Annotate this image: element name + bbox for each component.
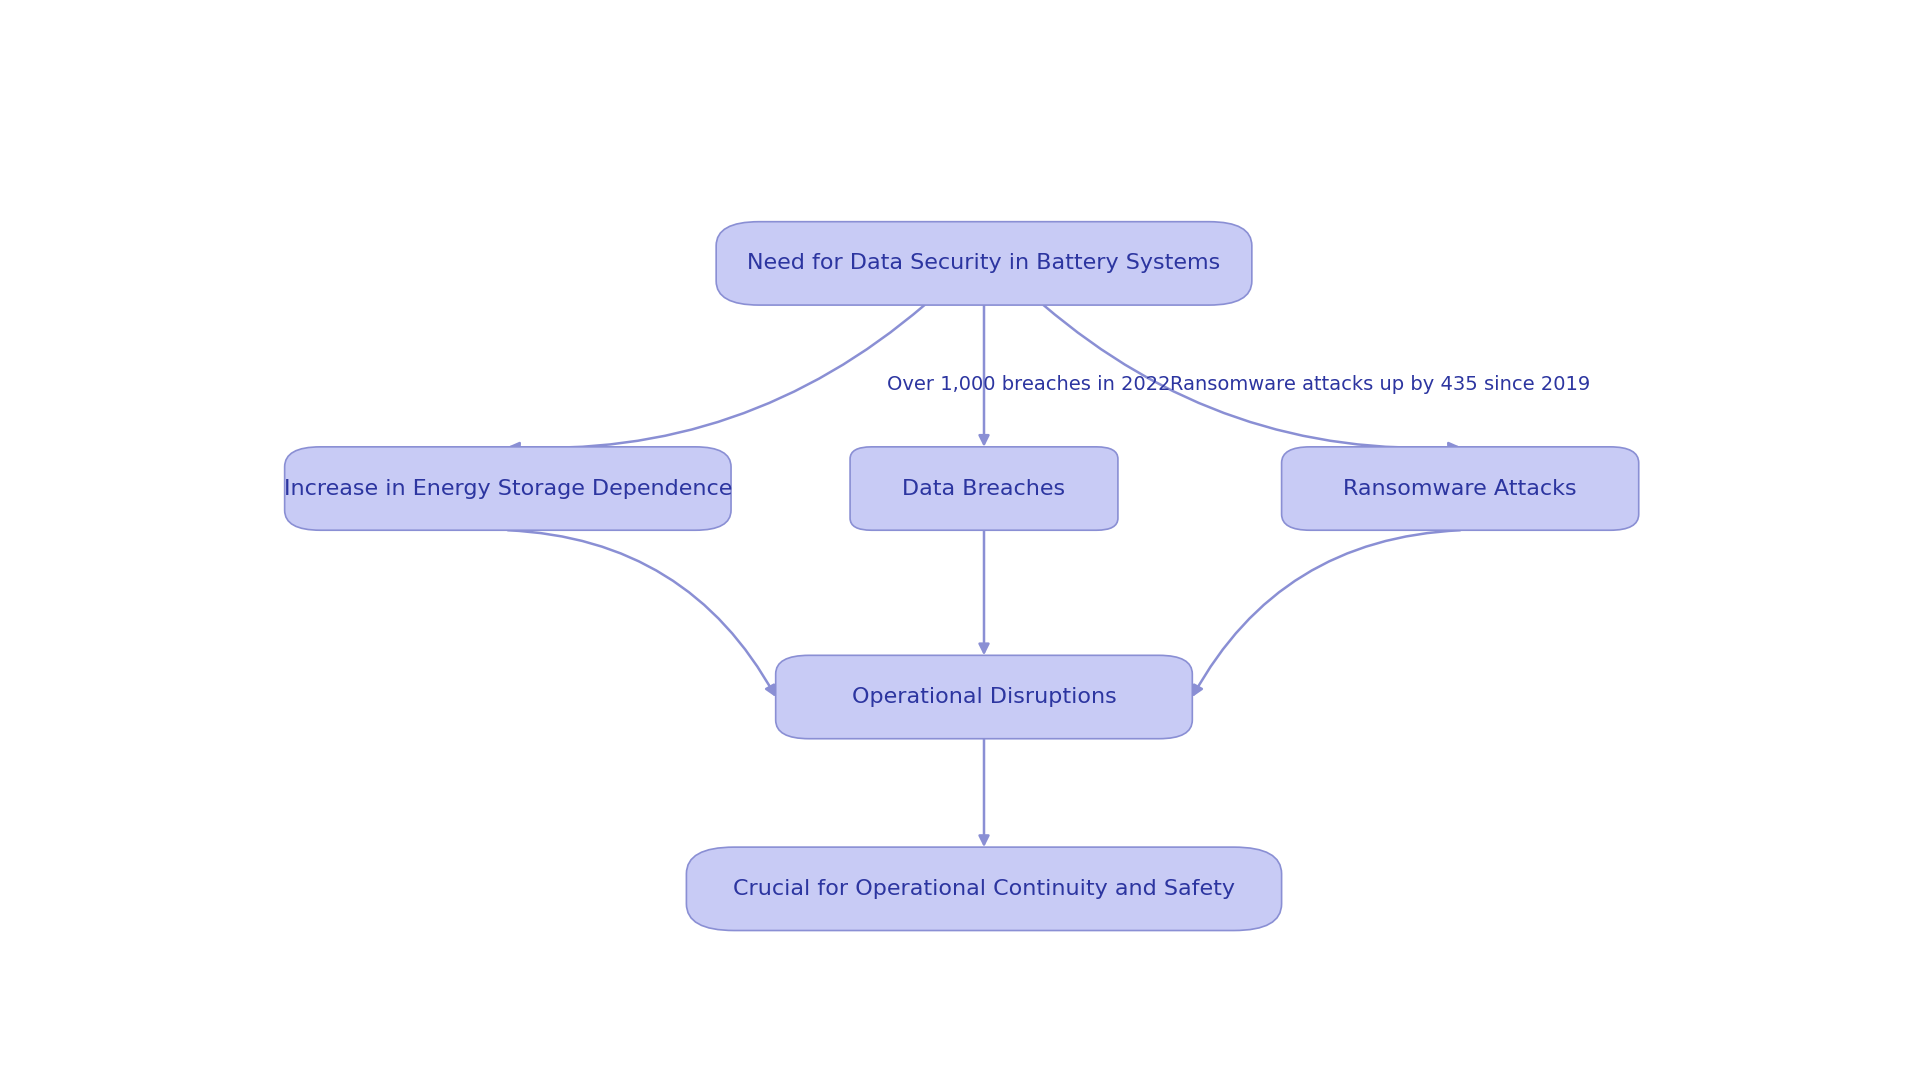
FancyBboxPatch shape (1283, 447, 1640, 531)
Text: Increase in Energy Storage Dependence: Increase in Energy Storage Dependence (284, 479, 732, 498)
FancyBboxPatch shape (851, 447, 1117, 531)
Text: Ransomware attacks up by 435 since 2019: Ransomware attacks up by 435 since 2019 (1169, 375, 1590, 394)
Text: Ransomware Attacks: Ransomware Attacks (1344, 479, 1576, 498)
FancyBboxPatch shape (685, 847, 1283, 930)
Text: Over 1,000 breaches in 2022: Over 1,000 breaches in 2022 (887, 375, 1171, 394)
Text: Need for Data Security in Battery Systems: Need for Data Security in Battery System… (747, 253, 1221, 273)
FancyBboxPatch shape (284, 447, 732, 531)
FancyBboxPatch shape (716, 222, 1252, 305)
Text: Data Breaches: Data Breaches (902, 479, 1066, 498)
Text: Crucial for Operational Continuity and Safety: Crucial for Operational Continuity and S… (733, 878, 1235, 899)
Text: Operational Disruptions: Operational Disruptions (852, 687, 1116, 707)
FancyBboxPatch shape (776, 655, 1192, 739)
